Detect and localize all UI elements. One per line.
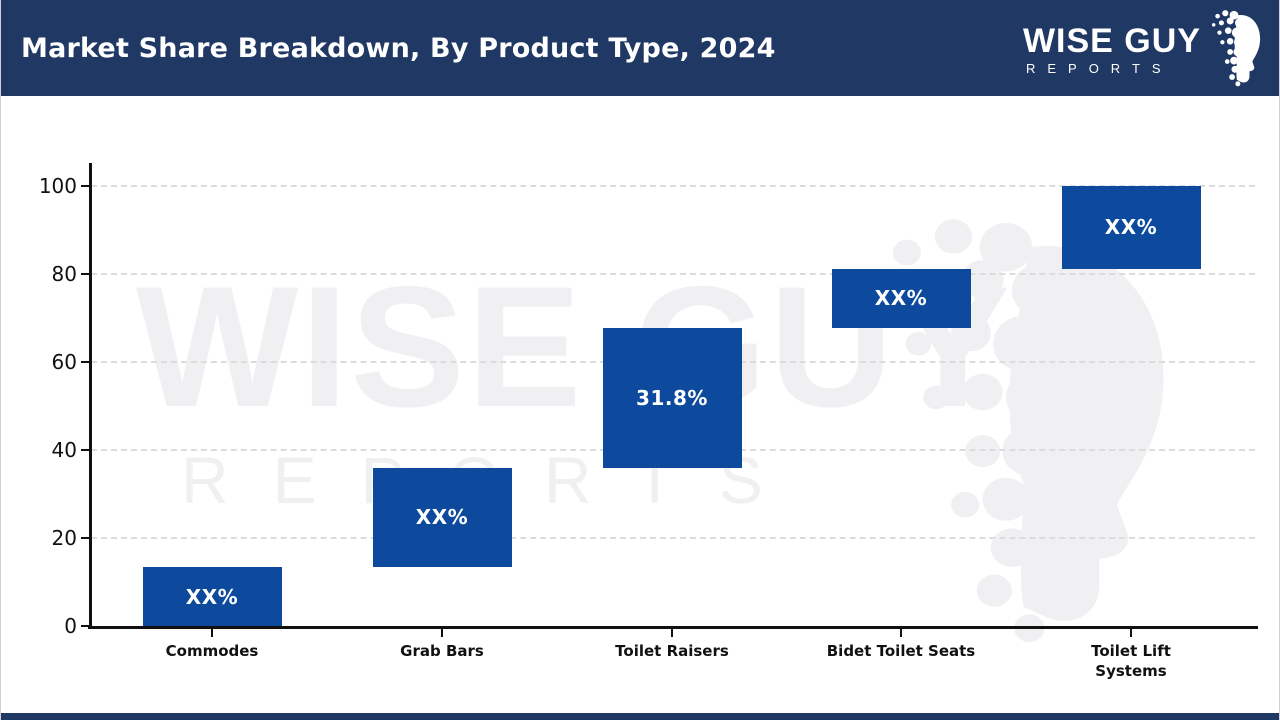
y-tick-label-80: 80 xyxy=(51,262,77,286)
x-tick-mark-5 xyxy=(1130,629,1132,637)
brand-subname: REPORTS xyxy=(1025,61,1173,76)
bar-value-label: XX% xyxy=(874,286,928,311)
x-category-label-3: Toilet Raisers xyxy=(615,642,729,660)
bar-toilet-raisers: 31.8% xyxy=(602,327,742,468)
y-tick-mark-60 xyxy=(81,361,89,363)
y-tick-mark-0 xyxy=(81,625,89,627)
y-tick-label-20: 20 xyxy=(51,526,77,550)
x-category-label-2: Grab Bars xyxy=(400,642,484,660)
y-tick-mark-20 xyxy=(81,537,89,539)
watermark-face-profile xyxy=(873,219,1164,643)
y-tick-label-40: 40 xyxy=(51,438,77,462)
gridline-20 xyxy=(91,537,1255,539)
x-tick-mark-3 xyxy=(671,629,673,637)
footer-bar xyxy=(1,713,1279,720)
gridline-100 xyxy=(91,185,1255,187)
bar-grab-bars: XX% xyxy=(372,467,512,568)
y-tick-mark-100 xyxy=(81,185,89,187)
y-tick-label-100: 100 xyxy=(38,174,77,198)
y-axis-line xyxy=(89,163,92,629)
y-tick-label-60: 60 xyxy=(51,350,77,374)
y-tick-label-0: 0 xyxy=(64,614,77,638)
bar-bidet-toilet-seats: XX% xyxy=(831,268,971,328)
bar-value-label: XX% xyxy=(415,505,469,530)
bar-value-label: XX% xyxy=(1104,215,1158,240)
brand-logo-text: WISE GUY REPORTS xyxy=(1023,22,1201,76)
x-tick-mark-1 xyxy=(211,629,213,637)
x-tick-mark-4 xyxy=(900,629,902,637)
bar-value-label: 31.8% xyxy=(636,385,708,410)
face-profile-icon xyxy=(1211,10,1261,87)
brand-name: WISE GUY xyxy=(1022,22,1201,60)
gridline-80 xyxy=(91,273,1255,275)
y-tick-mark-80 xyxy=(81,273,89,275)
x-category-label-1: Commodes xyxy=(165,642,259,660)
header-band: Market Share Breakdown, By Product Type,… xyxy=(1,0,1279,96)
bar-value-label: XX% xyxy=(185,584,239,609)
bar-commodes: XX% xyxy=(142,567,282,626)
y-tick-mark-40 xyxy=(81,449,89,451)
x-tick-mark-2 xyxy=(441,629,443,637)
x-category-label-4: Bidet Toilet Seats xyxy=(826,642,976,660)
bar-toilet-lift-systems: XX% xyxy=(1061,186,1201,269)
x-category-label-5: Toilet Lift Systems xyxy=(1091,642,1171,680)
brand-logo: WISE GUY REPORTS xyxy=(1023,6,1263,92)
x-axis-line xyxy=(88,626,1258,629)
page-title: Market Share Breakdown, By Product Type,… xyxy=(21,32,776,64)
